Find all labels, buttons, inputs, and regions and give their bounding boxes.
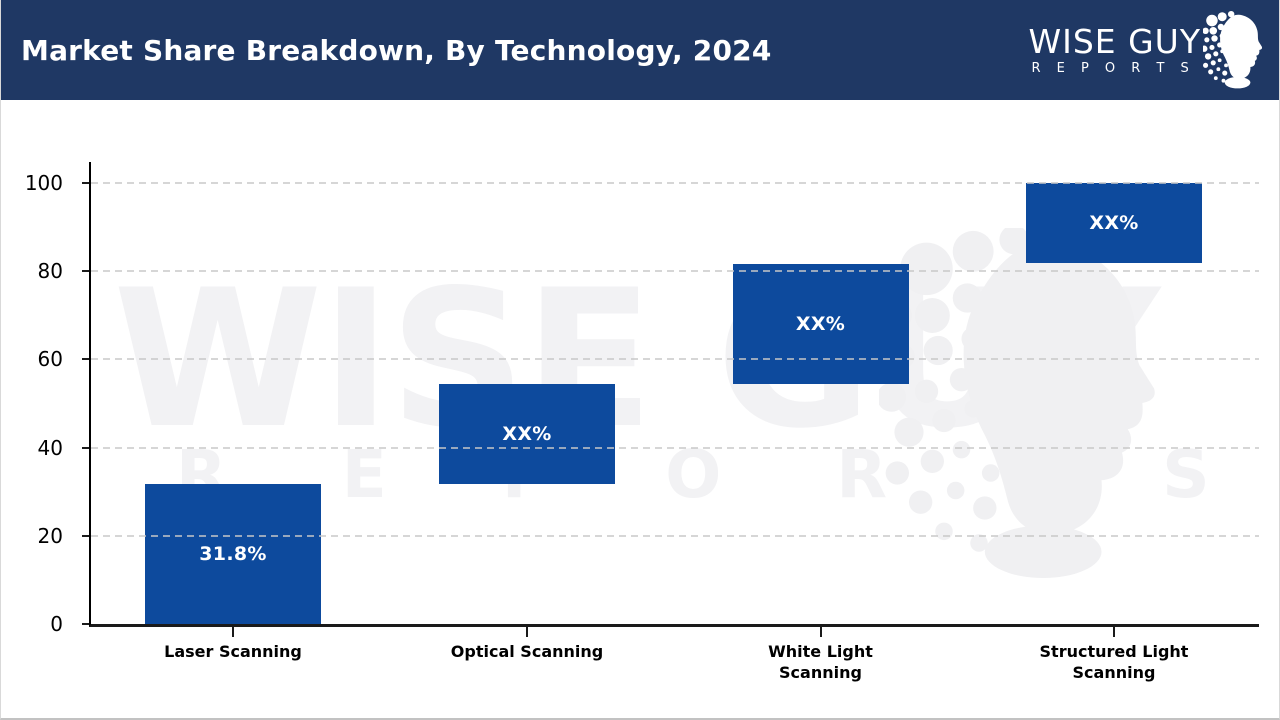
gridline — [91, 358, 1259, 361]
bar-segment: XX% — [1026, 183, 1202, 264]
x-tick-mark — [1113, 627, 1115, 637]
bar-value-label: 31.8% — [199, 542, 267, 565]
category-label-line: Scanning — [779, 663, 862, 682]
bar-segment: XX% — [732, 263, 909, 384]
category-label: White Light Scanning — [671, 641, 971, 683]
y-tick-mark — [82, 358, 89, 361]
category-label: Structured Light Scanning — [964, 641, 1264, 683]
y-tick-label: 60 — [37, 347, 63, 372]
bar-value-label: XX% — [795, 312, 846, 335]
brand-name: WISE GUY — [1028, 21, 1201, 61]
y-tick-mark — [82, 182, 89, 184]
category-label: Laser Scanning — [83, 641, 383, 662]
y-tick-label: 20 — [37, 523, 63, 548]
bar-segment: 31.8% — [145, 483, 321, 624]
y-tick-mark — [82, 270, 89, 273]
y-tick-label: 80 — [37, 259, 63, 284]
gridline — [91, 270, 1259, 273]
plot-area: 0 20 40 60 80 100 31.8% Laser Scanning XX% Optica… — [25, 162, 1259, 682]
x-tick-mark — [232, 627, 234, 637]
x-tick-mark — [819, 627, 822, 637]
bar-segment: XX% — [439, 384, 615, 484]
y-tick-mark — [82, 446, 89, 449]
y-tick-mark — [82, 534, 89, 537]
category-label-line: Laser Scanning — [164, 642, 302, 661]
category-label-line: Scanning — [1072, 663, 1156, 682]
y-tick-label: 100 — [24, 171, 63, 195]
category-label-line: Optical Scanning — [450, 642, 604, 661]
page-title: Market Share Breakdown, By Technology, 2… — [21, 33, 772, 67]
y-tick-label: 40 — [37, 435, 63, 460]
category-label: Optical Scanning — [377, 641, 677, 662]
brand-text: WISE GUY R E P O R T S — [1028, 25, 1201, 76]
y-tick-label: 0 — [50, 612, 63, 636]
x-tick-mark — [526, 627, 528, 637]
bar-value-label: XX% — [1089, 212, 1139, 235]
brand-logo: WISE GUY R E P O R T S — [1028, 8, 1267, 92]
gridline — [91, 446, 1259, 449]
wiseguy-head-icon — [1203, 8, 1267, 92]
bar-value-label: XX% — [502, 422, 552, 445]
category-label-line: Structured Light — [1039, 642, 1189, 661]
y-tick-mark — [82, 623, 89, 625]
chart-area: WISE GUY R E P O R T S 0 20 40 60 80 100 31.8%… — [1, 100, 1279, 718]
category-label-line: White Light — [768, 642, 873, 661]
header-banner: Market Share Breakdown, By Technology, 2… — [1, 0, 1279, 100]
brand-subtitle: R E P O R T S — [1031, 60, 1195, 76]
